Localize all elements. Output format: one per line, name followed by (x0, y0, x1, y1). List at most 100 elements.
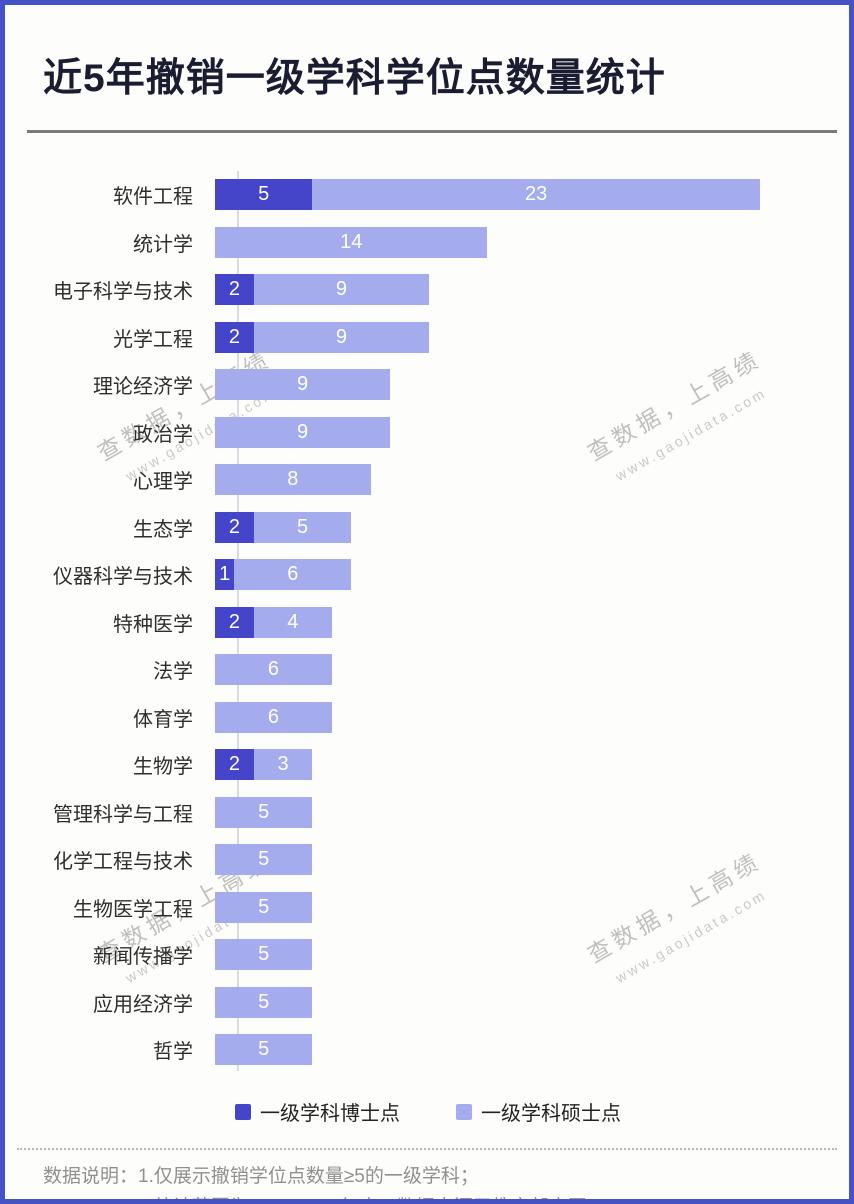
bar-stack: 6 (215, 654, 332, 686)
bar-stack: 9 (215, 369, 391, 401)
master-bar-segment: 5 (215, 939, 313, 971)
chart-row: 政治学 9 (5, 409, 849, 457)
category-label: 生物学 (133, 756, 193, 779)
bar-value-label: 5 (258, 848, 270, 871)
chart-row: 管理科学与工程 5 (5, 789, 849, 837)
chart-row: 特种医学 2 4 (5, 599, 849, 647)
bar-value-label: 6 (267, 658, 279, 681)
chart-row: 哲学 5 (5, 1026, 849, 1074)
doctoral-bar-segment: 2 (215, 321, 254, 353)
master-bar-segment: 23 (312, 179, 760, 211)
data-note-line: 2.统计范围为2020-2024年度，数据来源于教育部官网。 (138, 1192, 606, 1199)
master-bar-segment: 5 (215, 796, 313, 828)
category-label: 新闻传播学 (93, 946, 193, 969)
bar-stack: 9 (215, 416, 391, 448)
master-bar-segment: 5 (215, 844, 313, 876)
chart-row: 光学工程 2 9 (5, 314, 849, 362)
data-notes-list: 1.仅展示撤销学位点数量≥5的一级学科； 2.统计范围为2020-2024年度，数… (138, 1161, 606, 1199)
bar-value-label: 5 (258, 990, 270, 1013)
category-label: 特种医学 (113, 613, 193, 636)
legend-swatch (456, 1103, 472, 1120)
master-bar-segment: 6 (215, 701, 332, 733)
master-bar-segment: 3 (253, 749, 313, 781)
category-label: 应用经济学 (93, 993, 193, 1016)
legend-label: 一级学科硕士点 (481, 1103, 621, 1125)
master-bar-segment: 5 (253, 511, 352, 543)
bar-stack: 5 (215, 796, 313, 828)
chart-row: 新闻传播学 5 (5, 931, 849, 979)
chart-row: 体育学 6 (5, 694, 849, 742)
bar-stack: 5 (215, 939, 313, 971)
bar-value-label: 23 (524, 183, 548, 206)
bar-stack: 6 (215, 701, 332, 733)
master-bar-segment: 6 (234, 559, 352, 591)
bar-value-label: 5 (258, 943, 270, 966)
master-bar-segment: 14 (215, 226, 488, 258)
bar-value-label: 2 (228, 515, 241, 538)
bar-value-label: 9 (335, 278, 348, 301)
chart-row: 应用经济学 5 (5, 979, 849, 1027)
bar-stack: 14 (215, 226, 488, 258)
legend-item-master: 一级学科硕士点 (456, 1097, 621, 1126)
category-label: 统计学 (133, 233, 193, 256)
chart-row: 仪器科学与技术 1 6 (5, 551, 849, 599)
master-bar-segment: 9 (253, 321, 430, 353)
data-notes-prefix: 数据说明： (43, 1166, 139, 1187)
category-label: 软件工程 (113, 186, 193, 209)
bar-chart: 软件工程 5 23 统计学 14 电子科学与技术 2 9 光学工程 2 9 理论经济学 9 政治学 9 心理学… (5, 171, 849, 1074)
master-bar-segment: 9 (215, 416, 391, 448)
bar-value-label: 2 (228, 753, 241, 776)
data-notes: 数据说明： 1.仅展示撤销学位点数量≥5的一级学科； 2.统计范围为2020-20… (43, 1161, 837, 1199)
master-bar-segment: 9 (215, 369, 391, 401)
chart-row: 生态学 2 5 (5, 504, 849, 552)
category-label: 体育学 (133, 708, 193, 731)
bar-stack: 5 23 (215, 179, 760, 211)
chart-row: 化学工程与技术 5 (5, 836, 849, 884)
bar-value-label: 1 (219, 563, 231, 586)
master-bar-segment: 5 (215, 1034, 313, 1066)
bar-value-label: 5 (258, 1038, 270, 1061)
master-bar-segment: 5 (215, 891, 313, 923)
doctoral-bar-segment: 1 (215, 559, 235, 591)
category-label: 管理科学与工程 (53, 803, 193, 826)
category-label: 政治学 (133, 423, 193, 446)
master-bar-segment: 6 (215, 654, 332, 686)
chart-row: 生物学 2 3 (5, 741, 849, 789)
doctoral-bar-segment: 2 (215, 606, 254, 638)
page-title: 近5年撤销一级学科学位点数量统计 (43, 57, 666, 100)
chart-row: 法学 6 (5, 646, 849, 694)
bar-stack: 5 (215, 986, 313, 1018)
doctoral-bar-segment: 2 (215, 749, 254, 781)
footer: 数据说明： 1.仅展示撤销学位点数量≥5的一级学科； 2.统计范围为2020-20… (17, 1148, 837, 1199)
bar-stack: 8 (215, 464, 371, 496)
bar-value-label: 9 (335, 325, 348, 348)
chart-row: 生物医学工程 5 (5, 884, 849, 932)
chart-row: 统计学 14 (5, 219, 849, 267)
category-label: 法学 (153, 661, 193, 684)
bar-value-label: 3 (277, 753, 289, 776)
bar-value-label: 8 (287, 468, 299, 491)
bar-value-label: 5 (258, 895, 270, 918)
bar-value-label: 6 (287, 563, 299, 586)
master-bar-segment: 4 (253, 606, 332, 638)
bar-stack: 5 (215, 891, 313, 923)
category-label: 理论经济学 (93, 376, 193, 399)
chart-row: 理论经济学 9 (5, 361, 849, 409)
master-bar-segment: 9 (253, 274, 430, 306)
bar-value-label: 2 (228, 278, 241, 301)
chart-row: 软件工程 5 23 (5, 171, 849, 219)
bar-value-label: 5 (258, 800, 270, 823)
bar-value-label: 5 (258, 183, 270, 206)
legend-swatch (235, 1103, 251, 1120)
title-divider (27, 130, 837, 133)
doctoral-bar-segment: 5 (215, 179, 313, 211)
category-label: 仪器科学与技术 (53, 566, 193, 589)
category-label: 化学工程与技术 (53, 851, 193, 874)
category-label: 生物医学工程 (73, 898, 193, 921)
chart-row: 心理学 8 (5, 456, 849, 504)
bar-value-label: 2 (228, 325, 241, 348)
bar-value-label: 5 (296, 515, 309, 538)
